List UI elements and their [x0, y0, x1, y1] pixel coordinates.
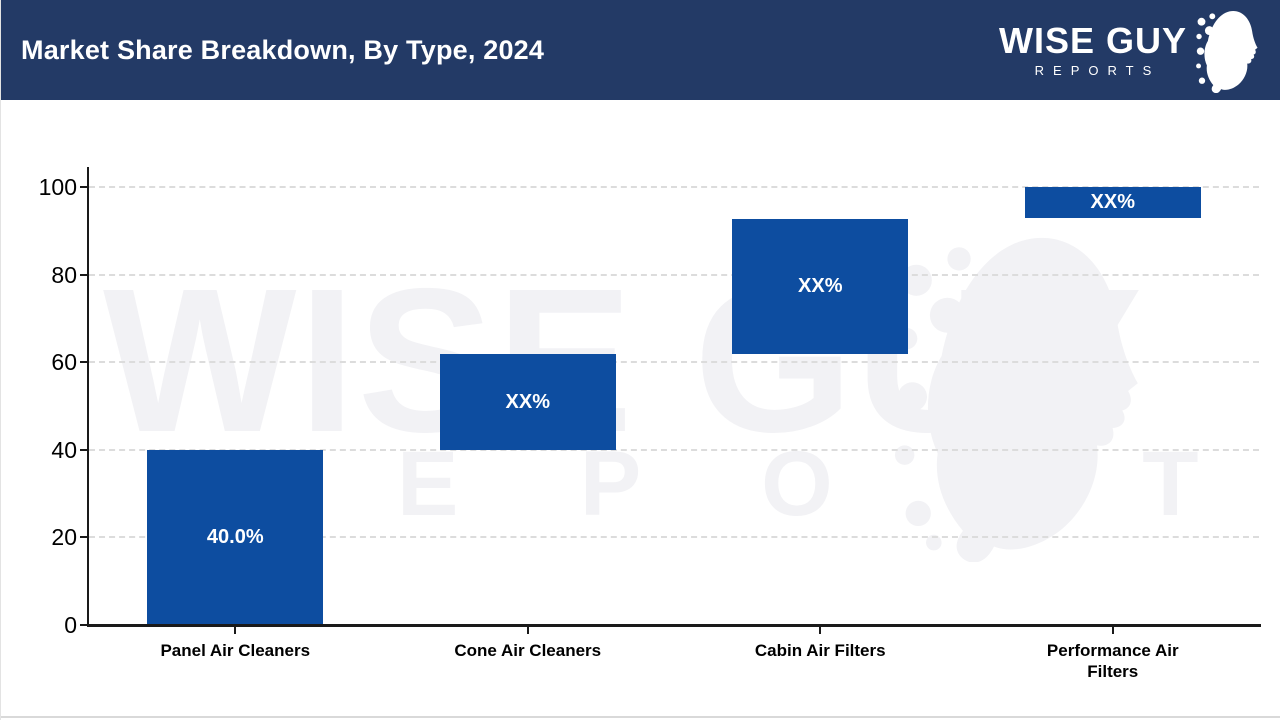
y-tick-mark	[80, 624, 88, 626]
x-axis-line	[87, 624, 1261, 627]
gridline-100	[89, 186, 1259, 188]
y-tick-label: 80	[51, 261, 77, 288]
category-label: Performance Air Filters	[1046, 641, 1179, 682]
brand-face-icon	[1196, 11, 1258, 93]
y-axis-line	[87, 167, 89, 627]
bar-value-label: XX%	[798, 275, 843, 298]
x-tick-mark	[234, 627, 237, 634]
y-tick-mark	[80, 273, 88, 276]
y-tick-mark	[80, 186, 88, 188]
header-bar: Market Share Breakdown, By Type, 2024 WI…	[1, 0, 1280, 100]
x-tick-mark	[819, 627, 822, 634]
brand-logo-text: WISE GUY REPORTS	[998, 20, 1187, 78]
watermark-brand-line2: R E P O R T S	[209, 433, 1280, 535]
x-tick-mark	[526, 627, 529, 634]
gridline-80	[89, 273, 1259, 276]
y-tick-label: 40	[51, 436, 77, 463]
bottom-divider	[1, 716, 1280, 718]
bar-segment: XX%	[1024, 187, 1201, 218]
y-tick-label: 100	[38, 174, 77, 200]
y-tick-label: 60	[51, 349, 77, 376]
x-tick-mark	[1111, 627, 1114, 634]
brand-name: WISE GUY	[998, 20, 1187, 61]
bar-value-label: XX%	[505, 390, 550, 413]
y-tick-mark	[80, 361, 88, 364]
category-label: Cone Air Cleaners	[454, 641, 602, 660]
gridline-20	[89, 536, 1259, 539]
category-label: Panel Air Cleaners	[160, 641, 311, 660]
brand-logo: WISE GUY REPORTS	[999, 7, 1267, 93]
page-title: Market Share Breakdown, By Type, 2024	[21, 34, 545, 65]
bar-value-label: 40.0%	[206, 525, 264, 548]
gridline-40	[89, 448, 1259, 451]
bar-segment: 40.0%	[147, 449, 324, 625]
y-tick-label: 0	[64, 612, 77, 638]
y-tick-label: 20	[51, 524, 77, 551]
brand-subname: REPORTS	[1034, 63, 1161, 78]
category-label: Cabin Air Filters	[754, 641, 886, 660]
gridline-60	[89, 361, 1259, 364]
bar-segment: XX%	[732, 219, 909, 355]
y-tick-mark	[80, 448, 88, 451]
bar-segment: XX%	[439, 354, 616, 450]
bar-value-label: XX%	[1090, 190, 1135, 213]
y-tick-mark	[80, 536, 88, 539]
